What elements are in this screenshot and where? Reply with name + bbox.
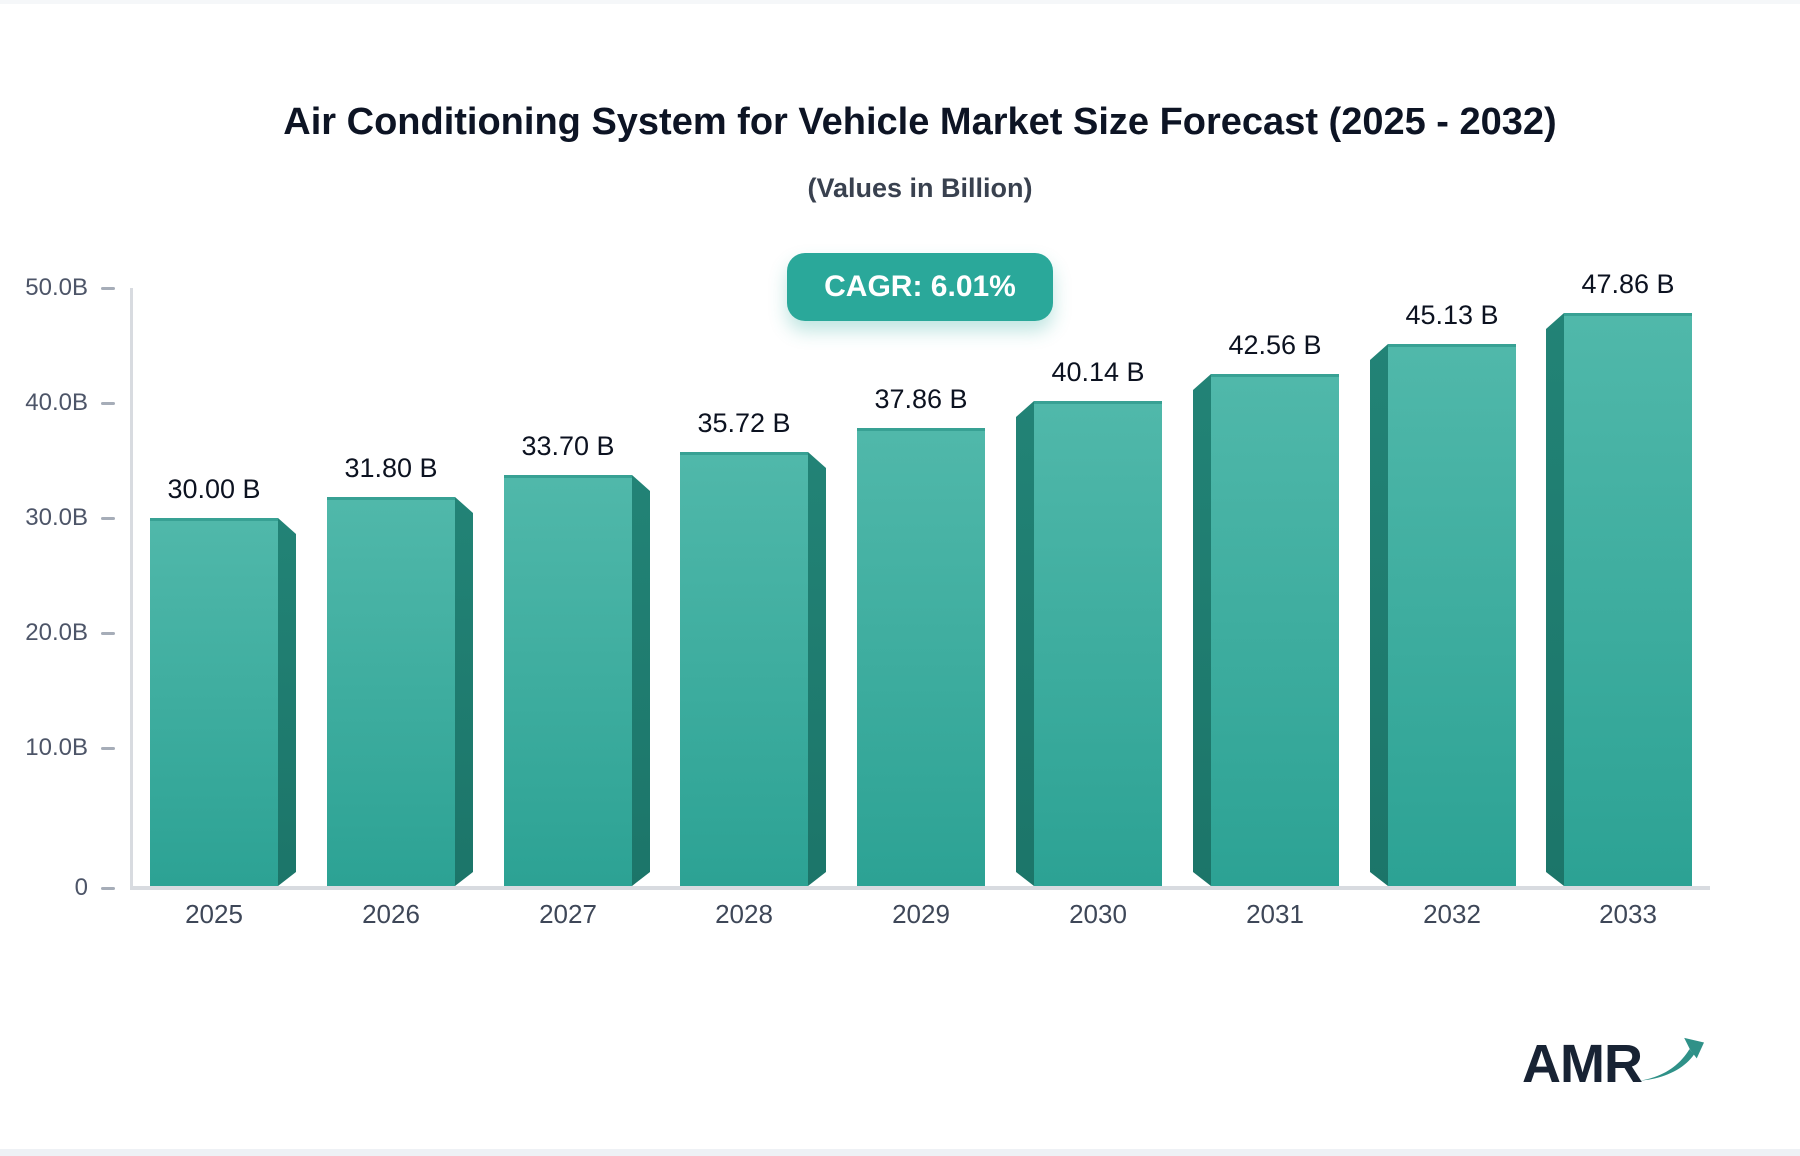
x-tick-label: 2031: [1246, 899, 1304, 929]
bar-2028: [680, 452, 808, 886]
y-tick-label: 20.0B: [25, 619, 88, 646]
bar-2031: [1211, 374, 1339, 886]
bar-2033: [1564, 313, 1692, 886]
bar-2026: [327, 497, 455, 886]
y-tick-label: 30.0B: [25, 504, 88, 531]
bar-2030: [1034, 401, 1162, 886]
y-tick: [101, 747, 115, 750]
y-tick-label: 50.0B: [25, 274, 88, 301]
bar-value-label: 33.70 B: [521, 431, 615, 461]
bar-value-label: 37.86 B: [874, 384, 968, 414]
bar-value-label: 42.56 B: [1228, 330, 1322, 360]
y-tick: [101, 287, 115, 290]
bar-side-face: [808, 452, 826, 886]
growth-arrow-icon: [1639, 1037, 1704, 1081]
x-tick-label: 2027: [539, 899, 597, 929]
bar-2029: [857, 428, 985, 886]
bar-side-face: [632, 475, 650, 886]
bar-value-label: 31.80 B: [344, 453, 438, 483]
top-edge-strip: [0, 0, 1800, 4]
bar-2027: [504, 475, 632, 886]
bar-side-face: [1193, 374, 1211, 886]
bar-2032: [1388, 344, 1516, 886]
bar-side-face: [278, 518, 296, 886]
bar-value-label: 45.13 B: [1405, 300, 1499, 330]
y-tick: [101, 517, 115, 520]
bottom-edge-strip: [0, 1149, 1800, 1156]
y-tick-label: 40.0B: [25, 389, 88, 416]
y-axis-line: [130, 288, 133, 890]
x-tick-label: 2030: [1069, 899, 1127, 929]
x-tick-label: 2026: [362, 899, 420, 929]
y-tick: [101, 402, 115, 405]
bar-value-label: 30.00 B: [167, 474, 261, 504]
x-tick-label: 2028: [715, 899, 773, 929]
x-tick-label: 2032: [1423, 899, 1481, 929]
bar-side-face: [1370, 344, 1388, 886]
amr-logo: AMR: [1522, 1034, 1704, 1094]
y-tick-label: 0: [74, 874, 88, 901]
cagr-badge-row: CAGR: 6.01%: [40, 253, 1800, 321]
y-tick: [101, 887, 115, 890]
x-tick-label: 2029: [892, 899, 950, 929]
x-axis-line: [130, 886, 1710, 890]
chart-subtitle: (Values in Billion): [807, 173, 1033, 203]
x-tick-label: 2025: [185, 899, 243, 929]
y-tick-label: 10.0B: [25, 734, 88, 761]
bar-value-label: 35.72 B: [697, 408, 791, 438]
x-tick-label: 2033: [1599, 899, 1657, 929]
bar-side-face: [1016, 401, 1034, 886]
cagr-badge: CAGR: 6.01%: [787, 253, 1053, 321]
bar-side-face: [1546, 313, 1564, 886]
bar-value-label: 47.86 B: [1581, 269, 1675, 299]
amr-logo-text: AMR: [1522, 1034, 1643, 1094]
bar-value-label: 40.14 B: [1051, 357, 1145, 387]
y-tick: [101, 632, 115, 635]
bar-2025: [150, 518, 278, 886]
chart-title: Air Conditioning System for Vehicle Mark…: [283, 101, 1557, 143]
bar-side-face: [455, 497, 473, 886]
